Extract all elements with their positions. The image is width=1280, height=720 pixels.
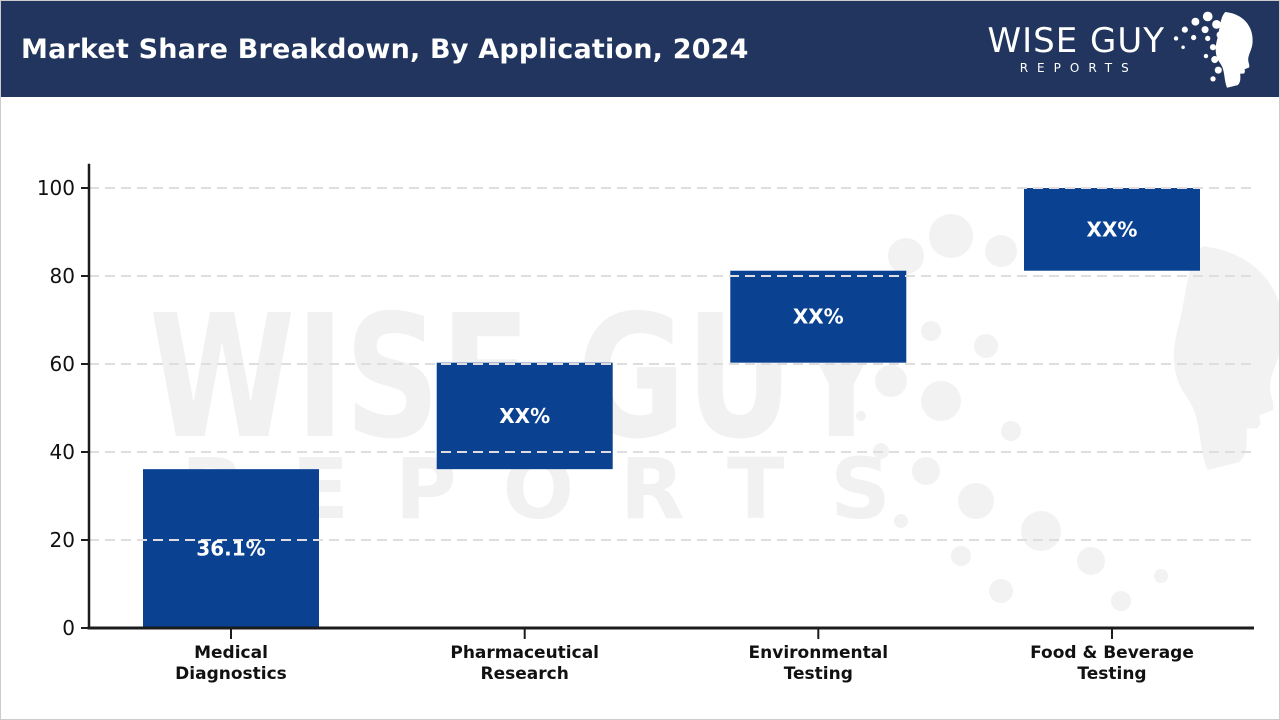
category-label: Testing [784, 664, 853, 684]
watermark-brand-text: WISE GUY [149, 279, 890, 477]
category-label: Research [481, 664, 569, 684]
category-label: Environmental [749, 643, 889, 663]
y-tick-label: 80 [50, 264, 75, 288]
category-label: Food & Beverage [1030, 643, 1194, 663]
y-tick-label: 0 [62, 616, 75, 640]
y-tick-label: 100 [37, 176, 75, 200]
watermark-sub-text: REPORTS [181, 440, 937, 538]
y-tick-label: 40 [50, 440, 75, 464]
bar-segment [1024, 188, 1200, 271]
category-label: Pharmaceutical [450, 643, 599, 663]
bar-value-label: 36.1% [196, 537, 265, 561]
logo-sub-text: REPORTS [1019, 60, 1138, 75]
logo-text-block: WISE GUY REPORTS [987, 24, 1165, 75]
category-label: Medical [194, 643, 268, 663]
category-label: Diagnostics [175, 664, 287, 684]
page-title: Market Share Breakdown, By Application, … [21, 33, 749, 65]
category-label: Testing [1077, 664, 1146, 684]
logo-head-icon [1173, 11, 1253, 88]
bar-value-label: XX% [1087, 217, 1138, 241]
wiseguy-logo: WISE GUY REPORTS [987, 6, 1257, 92]
y-tick-label: 20 [50, 528, 75, 552]
header: Market Share Breakdown, By Application, … [1, 1, 1279, 97]
y-tick-label: 60 [50, 352, 75, 376]
logo-brand-text: WISE GUY [987, 20, 1165, 61]
